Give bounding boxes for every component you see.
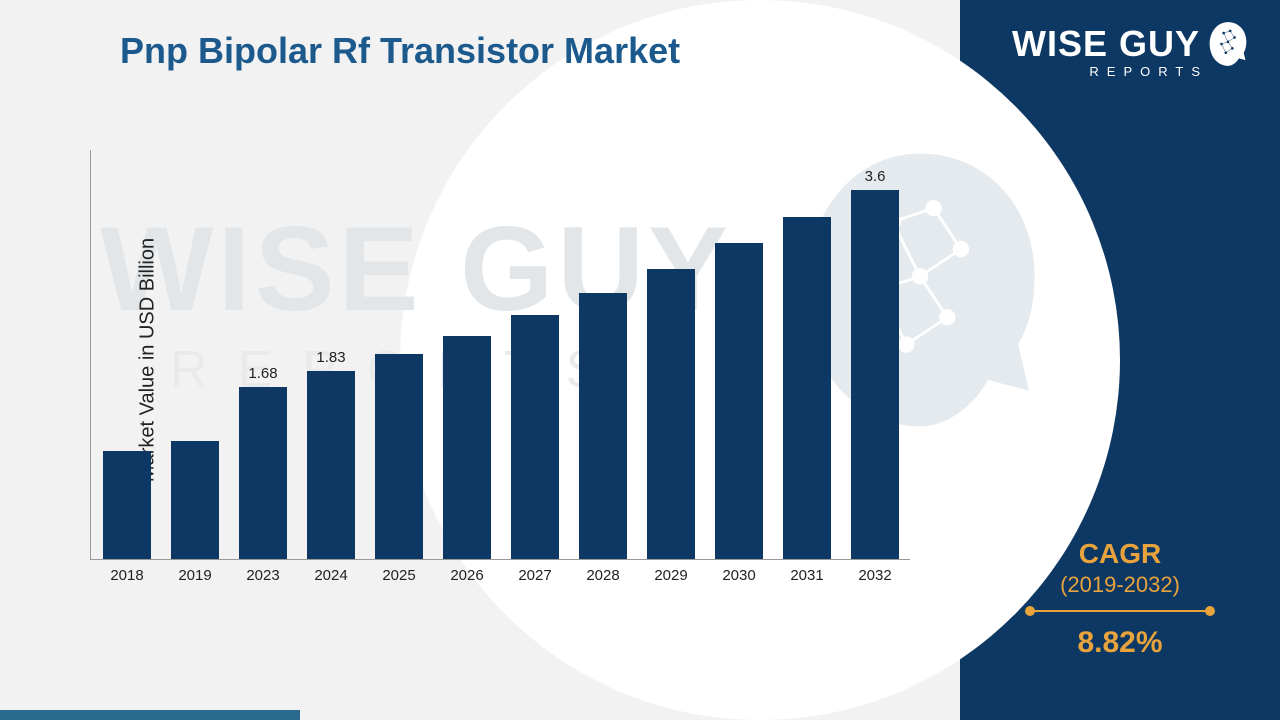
bar-group: 2028 [569,293,637,560]
bar [511,315,559,559]
bar-group: 2018 [93,451,161,559]
bar-value-label: 1.83 [297,349,365,366]
logo-head-icon [1206,20,1250,68]
logo-sub-text: REPORTS [1012,64,1208,79]
bar [851,190,899,559]
bar-value-label: 3.6 [841,168,909,185]
bar-group: 2025 [365,354,433,559]
x-tick-label: 2018 [93,567,161,584]
bottom-accent-bar [0,710,300,720]
cagr-title: CAGR [1020,538,1220,570]
bar [647,269,695,559]
cagr-period: (2019-2032) [1020,572,1220,598]
x-tick-label: 2025 [365,567,433,584]
x-tick-label: 2030 [705,567,773,584]
main-area: WISE GUY REPORTS Pnp Bipolar Rf Transist… [0,0,1280,720]
cagr-value: 8.82% [1020,626,1220,660]
bar-value-label: 1.68 [229,365,297,382]
bar-group: 2027 [501,315,569,559]
bar-group: 2026 [433,336,501,559]
x-tick-label: 2026 [433,567,501,584]
x-tick-label: 2019 [161,567,229,584]
bar-group: 2029 [637,269,705,559]
x-tick-label: 2029 [637,567,705,584]
logo-main-row: WISE GUY [1012,20,1250,68]
bar [103,451,151,559]
bar [375,354,423,559]
chart-title: Pnp Bipolar Rf Transistor Market [120,30,680,72]
bar-group: 3.62032 [841,190,909,559]
bar-group: 1.832024 [297,371,365,559]
x-tick-label: 2032 [841,567,909,584]
cagr-divider-line [1030,610,1210,612]
x-tick-label: 2028 [569,567,637,584]
cagr-block: CAGR (2019-2032) 8.82% [1020,538,1220,660]
logo-main-text: WISE GUY [1012,23,1200,65]
plot-area: 201820191.6820231.8320242025202620272028… [90,150,910,560]
x-tick-label: 2031 [773,567,841,584]
x-tick-label: 2027 [501,567,569,584]
x-tick-label: 2023 [229,567,297,584]
bar [579,293,627,560]
bar [443,336,491,559]
bar [171,441,219,559]
bar [239,387,287,559]
chart-container: Market Value in USD Billion 201820191.68… [80,130,910,590]
bar [307,371,355,559]
bar [783,217,831,559]
bar-group: 2030 [705,243,773,559]
x-tick-label: 2024 [297,567,365,584]
logo: WISE GUY REPORTS [1012,20,1250,79]
bar-group: 1.682023 [229,387,297,559]
bar [715,243,763,559]
bar-group: 2031 [773,217,841,559]
bar-group: 2019 [161,441,229,559]
